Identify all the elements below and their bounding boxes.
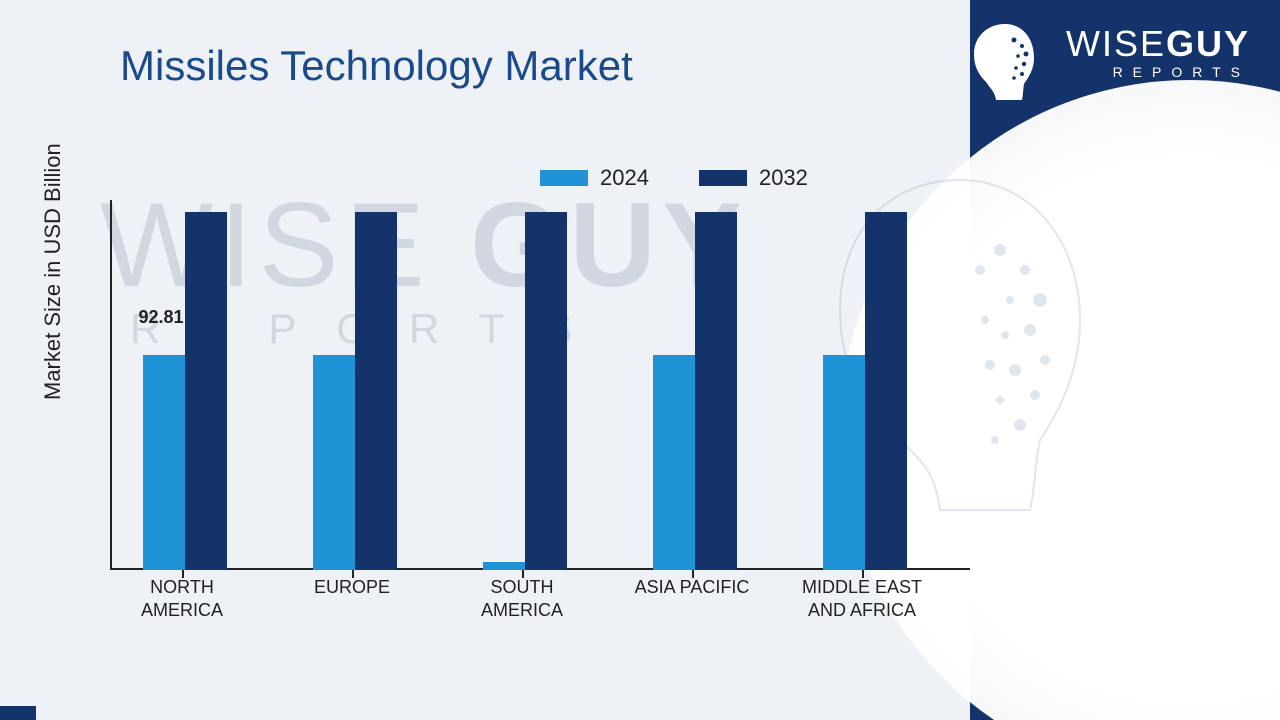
chart-legend: 2024 2032 <box>540 165 808 191</box>
bar <box>313 355 355 570</box>
brand-word-2: GUY <box>1166 23 1250 64</box>
bar <box>143 355 185 570</box>
category-label: EUROPE <box>282 576 422 599</box>
category-label: ASIA PACIFIC <box>622 576 762 599</box>
category-label: SOUTH AMERICA <box>452 576 592 621</box>
legend-label-2032: 2032 <box>759 165 808 191</box>
legend-swatch-2024 <box>540 170 588 186</box>
y-axis-label: Market Size in USD Billion <box>40 143 66 400</box>
bar-group <box>310 212 400 570</box>
bar <box>483 562 525 570</box>
legend-item-2024: 2024 <box>540 165 649 191</box>
bar-group <box>650 212 740 570</box>
bar <box>865 212 907 570</box>
bottom-left-accent <box>0 706 36 720</box>
y-axis-line <box>110 200 112 570</box>
bar <box>525 212 567 570</box>
bar <box>823 355 865 570</box>
bar <box>355 212 397 570</box>
chart-title: Missiles Technology Market <box>120 42 633 90</box>
brand-logo: WISEGUY REPORTS <box>1066 26 1250 80</box>
bar <box>185 212 227 570</box>
chart-canvas: WISEGUY REPORTS Missiles Technology Mark… <box>0 0 1280 720</box>
legend-label-2024: 2024 <box>600 165 649 191</box>
bar-group <box>480 212 570 570</box>
brand-head-icon <box>970 20 1040 100</box>
legend-item-2032: 2032 <box>699 165 808 191</box>
bar-group <box>140 212 230 570</box>
legend-swatch-2032 <box>699 170 747 186</box>
category-label: MIDDLE EAST AND AFRICA <box>792 576 932 621</box>
plot-area: 92.81 <box>110 200 970 570</box>
bar <box>653 355 695 570</box>
bar-value-label: 92.81 <box>138 307 183 328</box>
brand-word-1: WISE <box>1066 23 1166 64</box>
brand-subline: REPORTS <box>1066 64 1250 80</box>
category-label: NORTH AMERICA <box>112 576 252 621</box>
bar-group <box>820 212 910 570</box>
bar <box>695 212 737 570</box>
